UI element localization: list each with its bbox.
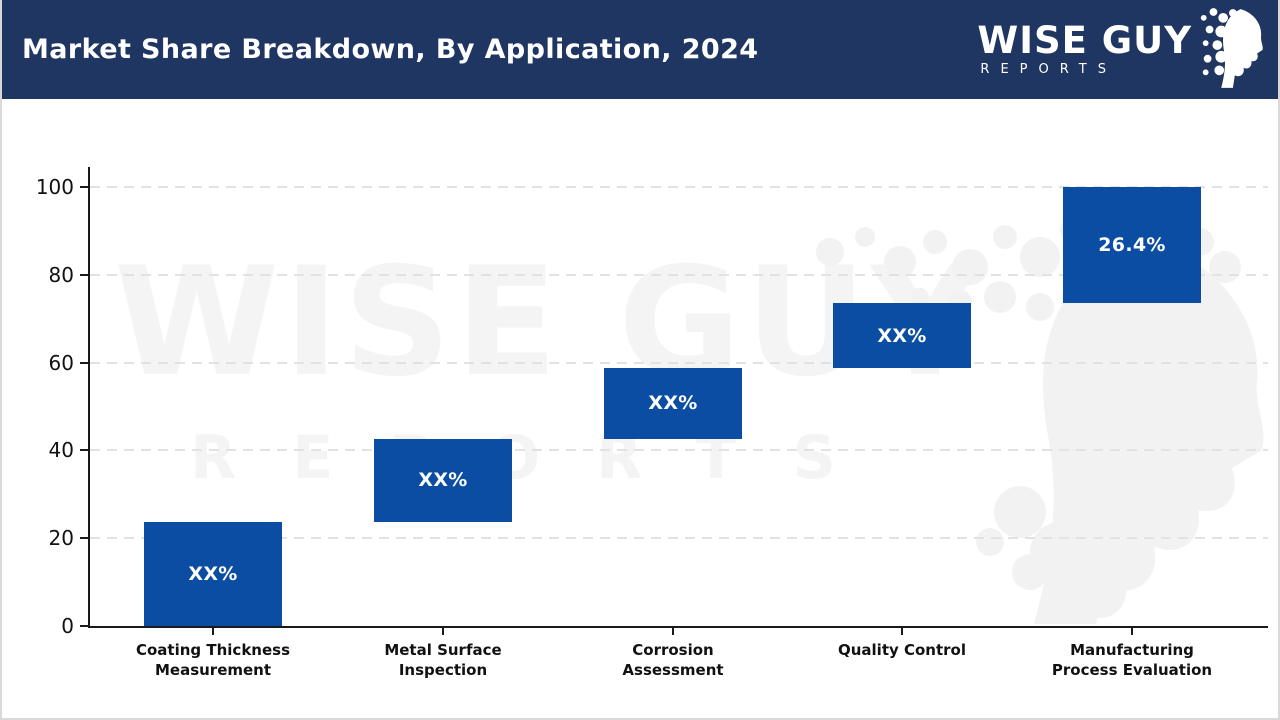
bar-value-label: XX% [648, 392, 698, 415]
x-tick-mark [212, 628, 214, 635]
x-tick-mark [1131, 628, 1133, 635]
brand-name: WISE GUY [977, 19, 1192, 62]
gridline [90, 449, 1268, 452]
brand-face-icon [1194, 6, 1264, 94]
gridline [90, 186, 1268, 188]
y-tick-label: 0 [61, 614, 74, 638]
x-category-label: Corrosion Assessment [622, 641, 724, 679]
x-tick-mark [901, 628, 903, 635]
y-tick-label: 60 [48, 350, 74, 375]
x-tick-mark [672, 628, 674, 635]
bar-segment: XX% [604, 368, 742, 439]
x-tick-mark [442, 628, 444, 635]
y-tick-mark [80, 273, 89, 276]
bar-segment: XX% [144, 521, 282, 626]
watermark-face-icon [770, 212, 1270, 628]
page-title: Market Share Breakdown, By Application, … [22, 34, 759, 65]
header-band: Market Share Breakdown, By Application, … [2, 0, 1278, 99]
bar-segment: 26.4% [1063, 187, 1201, 303]
gridline [90, 273, 1268, 276]
y-tick-label: 40 [48, 438, 74, 463]
gridline [90, 537, 1268, 540]
x-axis-line [88, 626, 1268, 628]
y-tick-mark [80, 186, 89, 188]
y-tick-label: 20 [48, 526, 74, 551]
bar-value-label: XX% [188, 562, 238, 585]
y-tick-label: 80 [48, 262, 74, 287]
brand-subtitle: REPORTS [980, 62, 1118, 77]
x-category-label: Metal Surface Inspection [384, 641, 502, 679]
bar-value-label: XX% [418, 469, 468, 492]
gridline [90, 361, 1268, 364]
bar-segment: XX% [374, 438, 512, 522]
bar-value-label: 26.4% [1098, 233, 1166, 256]
bar-value-label: XX% [877, 324, 927, 347]
bar-segment: XX% [833, 302, 971, 369]
y-axis-line [88, 167, 90, 628]
y-tick-mark [80, 361, 89, 364]
x-category-label: Coating Thickness Measurement [135, 641, 290, 679]
x-category-label: Manufacturing Process Evaluation [1051, 641, 1213, 679]
y-tick-mark [80, 625, 89, 627]
y-tick-label: 100 [35, 175, 74, 199]
brand-wordmark: WISE GUY REPORTS [977, 22, 1192, 77]
y-tick-mark [80, 537, 89, 540]
y-tick-mark [80, 449, 89, 452]
x-category-label: Quality Control [837, 641, 966, 659]
brand-logo: WISE GUY REPORTS [977, 6, 1264, 94]
